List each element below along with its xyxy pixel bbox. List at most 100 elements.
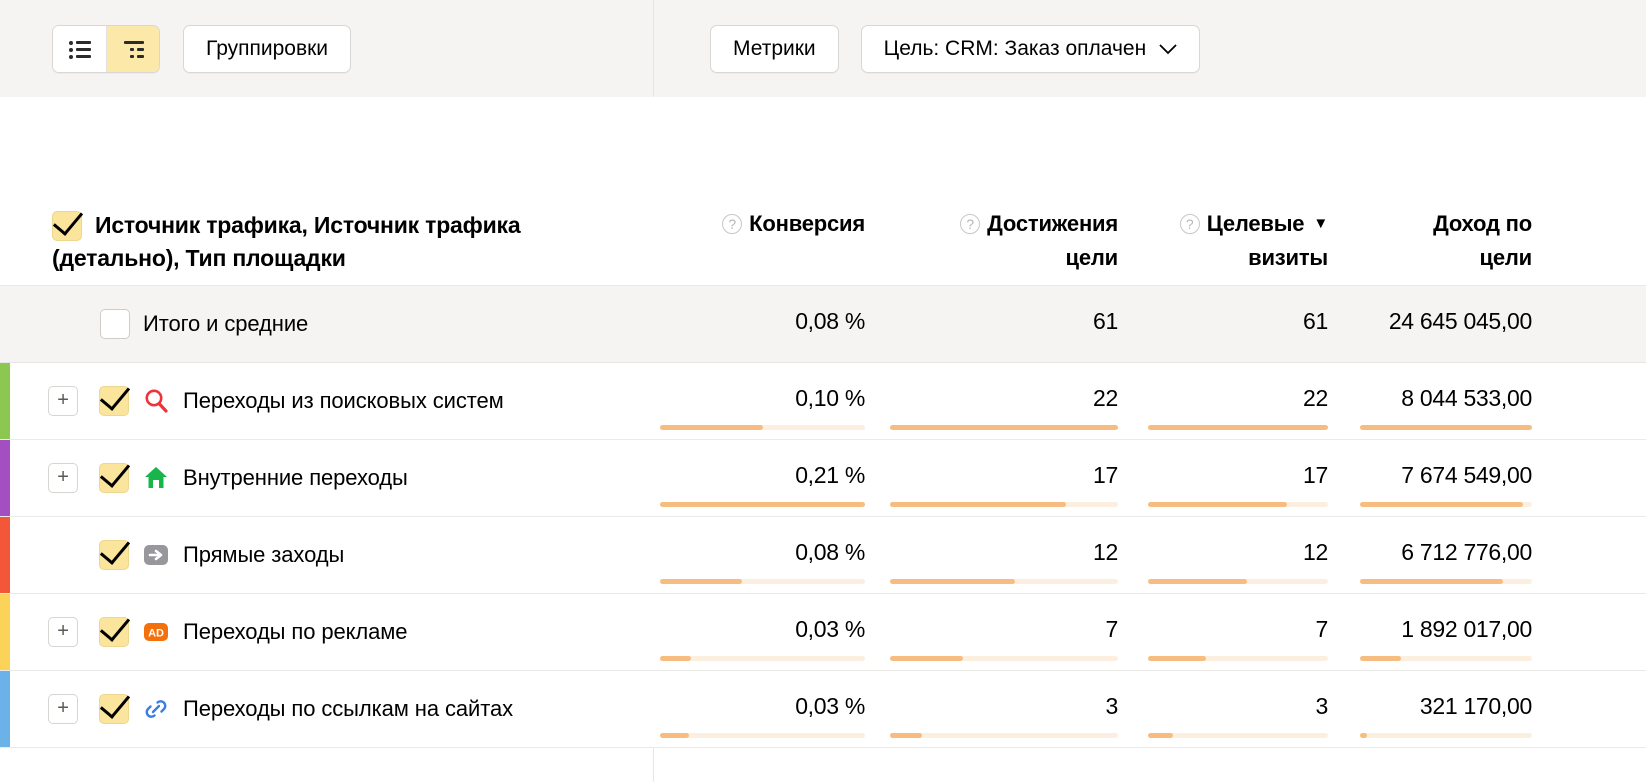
expand-row-button[interactable]: + bbox=[48, 463, 78, 493]
cell-goal-reaches-bar-fill bbox=[890, 502, 1066, 507]
column-header-goal-reaches-label2: цели bbox=[1065, 245, 1119, 270]
column-header-goal-reaches[interactable]: ? Достижения цели bbox=[890, 207, 1118, 275]
row-color-stripe bbox=[0, 671, 10, 747]
cell-goal-reaches: 22 bbox=[890, 363, 1118, 439]
cell-goal-revenue: 7 674 549,00 bbox=[1360, 440, 1532, 516]
cell-goal-visits-bar-fill bbox=[1148, 425, 1328, 430]
column-header-conversion[interactable]: ? Конверсия bbox=[660, 207, 865, 241]
list-view-icon bbox=[68, 40, 91, 59]
row-label-group: + Переходы по ссылкам на сайтах bbox=[48, 671, 513, 747]
cell-goal-revenue-bar-track bbox=[1360, 425, 1532, 430]
svg-text:AD: AD bbox=[148, 627, 164, 639]
cell-goal-revenue-bar-fill bbox=[1360, 733, 1367, 738]
cell-goal-reaches: 3 bbox=[890, 671, 1118, 747]
total-cell-goal-revenue: 24 645 045,00 bbox=[1360, 286, 1532, 362]
table-row-total: Итого и средние 0,08 % 61 61 24 645 045,… bbox=[0, 286, 1646, 363]
cell-goal-visits-bar-fill bbox=[1148, 502, 1287, 507]
toolbar-right-group: Метрики Цель: CRM: Заказ оплачен bbox=[710, 25, 1201, 73]
total-cell-goal-reaches: 61 bbox=[890, 286, 1118, 362]
row-color-stripe bbox=[0, 517, 10, 593]
help-icon[interactable]: ? bbox=[1179, 214, 1200, 234]
column-header-goal-revenue[interactable]: Доход по цели bbox=[1360, 207, 1532, 275]
cell-goal-reaches-value: 7 bbox=[1105, 616, 1119, 642]
tree-view-icon bbox=[122, 40, 144, 58]
cell-goal-revenue-value: 7 674 549,00 bbox=[1401, 462, 1532, 488]
cell-goal-reaches-value: 22 bbox=[1093, 385, 1118, 411]
cell-conversion: 0,03 % bbox=[660, 594, 865, 670]
row-label: Прямые заходы bbox=[183, 542, 345, 567]
select-all-checkbox[interactable] bbox=[52, 211, 82, 241]
cell-goal-reaches-value: 12 bbox=[1093, 539, 1118, 565]
row-checkbox[interactable] bbox=[99, 617, 129, 647]
cell-goal-visits-bar-fill bbox=[1148, 733, 1174, 738]
row-checkbox[interactable] bbox=[99, 694, 129, 724]
toolbar-left-group: Группировки bbox=[52, 25, 352, 73]
column-header-goal-revenue-label: Доход по bbox=[1433, 211, 1532, 236]
help-icon[interactable]: ? bbox=[722, 214, 743, 234]
cell-goal-revenue-bar-fill bbox=[1360, 579, 1503, 584]
help-icon[interactable]: ? bbox=[960, 214, 981, 234]
cell-goal-revenue-value: 8 044 533,00 bbox=[1401, 385, 1532, 411]
metrics-button[interactable]: Метрики bbox=[710, 25, 839, 73]
cell-goal-revenue-bar-track bbox=[1360, 656, 1532, 661]
row-label-group: + Внутренние переходы bbox=[48, 440, 408, 516]
row-label-group: + Переходы из поисковых систем bbox=[48, 363, 504, 439]
chevron-down-icon bbox=[1159, 43, 1177, 55]
cell-goal-reaches: 7 bbox=[890, 594, 1118, 670]
expand-row-button[interactable]: + bbox=[48, 694, 78, 724]
cell-goal-revenue-value: 6 712 776,00 bbox=[1401, 539, 1532, 565]
cell-goal-revenue-bar-fill bbox=[1360, 502, 1524, 507]
expand-row-button[interactable]: + bbox=[48, 386, 78, 416]
total-row-checkbox[interactable] bbox=[100, 309, 130, 339]
column-header-goal-visits[interactable]: ? Целевые ▼ визиты bbox=[1148, 207, 1328, 275]
cell-conversion-value: 0,10 % bbox=[795, 385, 865, 411]
row-label: Переходы из поисковых систем bbox=[183, 388, 504, 413]
report-toolbar: Группировки Метрики Цель: CRM: Заказ опл… bbox=[0, 0, 1646, 97]
cell-goal-visits-value: 22 bbox=[1303, 385, 1328, 411]
table-row: Прямые заходы 0,08 % 12 12 6 712 776,00 bbox=[0, 517, 1646, 594]
cell-goal-revenue-bar-track bbox=[1360, 502, 1532, 507]
cell-goal-revenue: 6 712 776,00 bbox=[1360, 517, 1532, 593]
table-row: + AD Переходы по рекламе 0,03 % 7 7 1 892 017,… bbox=[0, 594, 1646, 671]
table-header: Источник трафика, Источник трафика (дета… bbox=[0, 97, 1646, 359]
tree-view-button[interactable] bbox=[106, 26, 159, 72]
sort-descending-icon[interactable]: ▼ bbox=[1313, 215, 1328, 232]
total-cell-conversion: 0,08 % bbox=[660, 286, 865, 362]
expand-row-button[interactable]: + bbox=[48, 617, 78, 647]
row-checkbox[interactable] bbox=[99, 540, 129, 570]
cell-goal-revenue-bar-fill bbox=[1360, 425, 1532, 430]
goal-selector-button[interactable]: Цель: CRM: Заказ оплачен bbox=[860, 25, 1201, 73]
cell-goal-revenue-bar-track bbox=[1360, 733, 1532, 738]
cell-goal-visits-bar-fill bbox=[1148, 579, 1247, 584]
ad-badge-icon: AD bbox=[141, 617, 171, 647]
row-label: Переходы по ссылкам на сайтах bbox=[183, 696, 513, 721]
row-checkbox[interactable] bbox=[99, 463, 129, 493]
column-header-goal-reaches-label: Достижения bbox=[987, 211, 1118, 236]
table-body: + Переходы из поисковых систем 0,10 % 22 22 8… bbox=[0, 363, 1646, 748]
dimension-header: Источник трафика, Источник трафика (дета… bbox=[52, 209, 632, 275]
row-color-stripe bbox=[0, 363, 10, 439]
cell-goal-visits-value: 7 bbox=[1315, 616, 1329, 642]
row-checkbox[interactable] bbox=[99, 386, 129, 416]
total-goal-revenue-value: 24 645 045,00 bbox=[1388, 308, 1532, 334]
cell-conversion-value: 0,03 % bbox=[795, 616, 865, 642]
list-view-button[interactable] bbox=[53, 26, 106, 72]
home-icon bbox=[141, 463, 171, 493]
cell-goal-reaches: 12 bbox=[890, 517, 1118, 593]
cell-conversion-value: 0,21 % bbox=[795, 462, 865, 488]
groupings-button[interactable]: Группировки bbox=[183, 25, 352, 73]
cell-goal-reaches-bar-track bbox=[890, 502, 1118, 507]
cell-goal-revenue: 8 044 533,00 bbox=[1360, 363, 1532, 439]
total-conversion-value: 0,08 % bbox=[795, 308, 865, 334]
cell-goal-visits-bar-track bbox=[1148, 656, 1328, 661]
cell-goal-reaches-bar-fill bbox=[890, 425, 1118, 430]
cell-conversion-bar-fill bbox=[660, 656, 691, 661]
cell-goal-visits: 3 bbox=[1148, 671, 1328, 747]
view-mode-toggle-group[interactable] bbox=[52, 25, 160, 73]
row-color-stripe bbox=[0, 594, 10, 670]
cell-goal-reaches-bar-track bbox=[890, 425, 1118, 430]
cell-goal-visits-value: 3 bbox=[1315, 693, 1329, 719]
cell-goal-revenue-bar-track bbox=[1360, 579, 1532, 584]
cell-goal-revenue-value: 321 170,00 bbox=[1419, 693, 1532, 719]
